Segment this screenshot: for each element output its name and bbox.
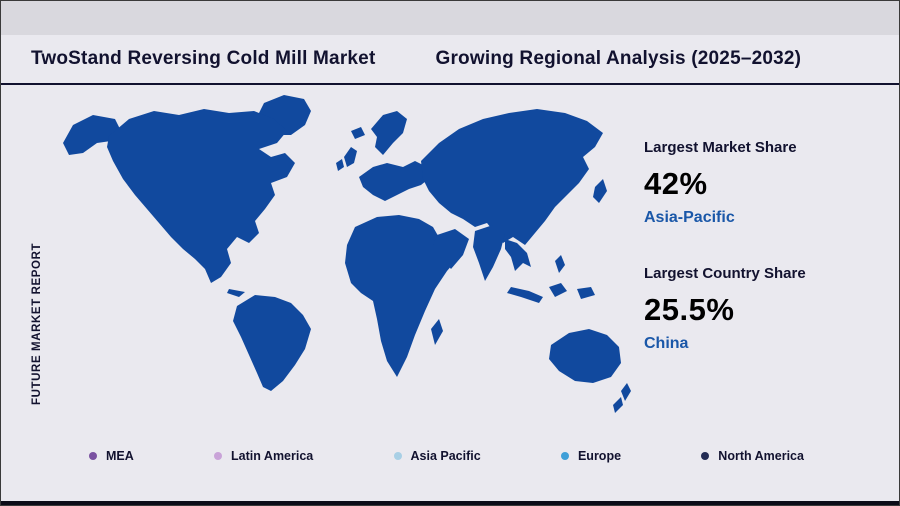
header: TwoStand Reversing Cold Mill Market Grow… xyxy=(1,35,899,83)
stat-region: Asia-Pacific xyxy=(644,209,735,226)
stat-largest-market-share: Largest Market Share 42% Asia-Pacific xyxy=(644,139,889,227)
legend-label: Latin America xyxy=(231,449,314,463)
legend-dot-latin-america xyxy=(214,452,223,460)
legend-item-europe: Europe xyxy=(560,449,622,463)
legend-dot-asia-pacific xyxy=(393,452,402,460)
legend-dot-mea xyxy=(89,452,97,460)
stat-label: Largest Country Share xyxy=(644,265,806,282)
world-map xyxy=(63,95,631,413)
stat-largest-country-share: Largest Country Share 25.5% China xyxy=(644,265,889,353)
world-map-container xyxy=(59,91,639,439)
legend-label: Europe xyxy=(577,449,622,463)
legend-item-latin-america: Latin America xyxy=(214,449,313,463)
stats-panel: Largest Market Share 42% Asia-Pacific La… xyxy=(644,139,889,353)
legend-item-north-america: North America xyxy=(701,449,804,463)
top-strip xyxy=(1,1,899,35)
legend-label: MEA xyxy=(106,449,134,463)
page-subtitle: Growing Regional Analysis (2025–2032) xyxy=(435,48,802,69)
map-legend: MEA Latin America Asia Pacific Europe No… xyxy=(89,448,804,464)
header-divider xyxy=(1,83,899,85)
legend-label: North America xyxy=(718,449,804,463)
legend-label: Asia Pacific xyxy=(410,449,481,463)
brand-side-label: FUTURE MARKET REPORT xyxy=(31,242,43,405)
stat-country: China xyxy=(644,335,689,352)
stat-value: 42% xyxy=(644,166,708,201)
bottom-bar xyxy=(1,501,899,505)
legend-item-mea: MEA xyxy=(89,449,134,463)
page-title: TwoStand Reversing Cold Mill Market xyxy=(31,48,376,69)
legend-dot-europe xyxy=(560,452,569,460)
legend-item-asia-pacific: Asia Pacific xyxy=(393,449,481,463)
stat-label: Largest Market Share xyxy=(644,139,797,156)
stat-value: 25.5% xyxy=(644,292,735,327)
legend-dot-north-america xyxy=(701,452,710,460)
